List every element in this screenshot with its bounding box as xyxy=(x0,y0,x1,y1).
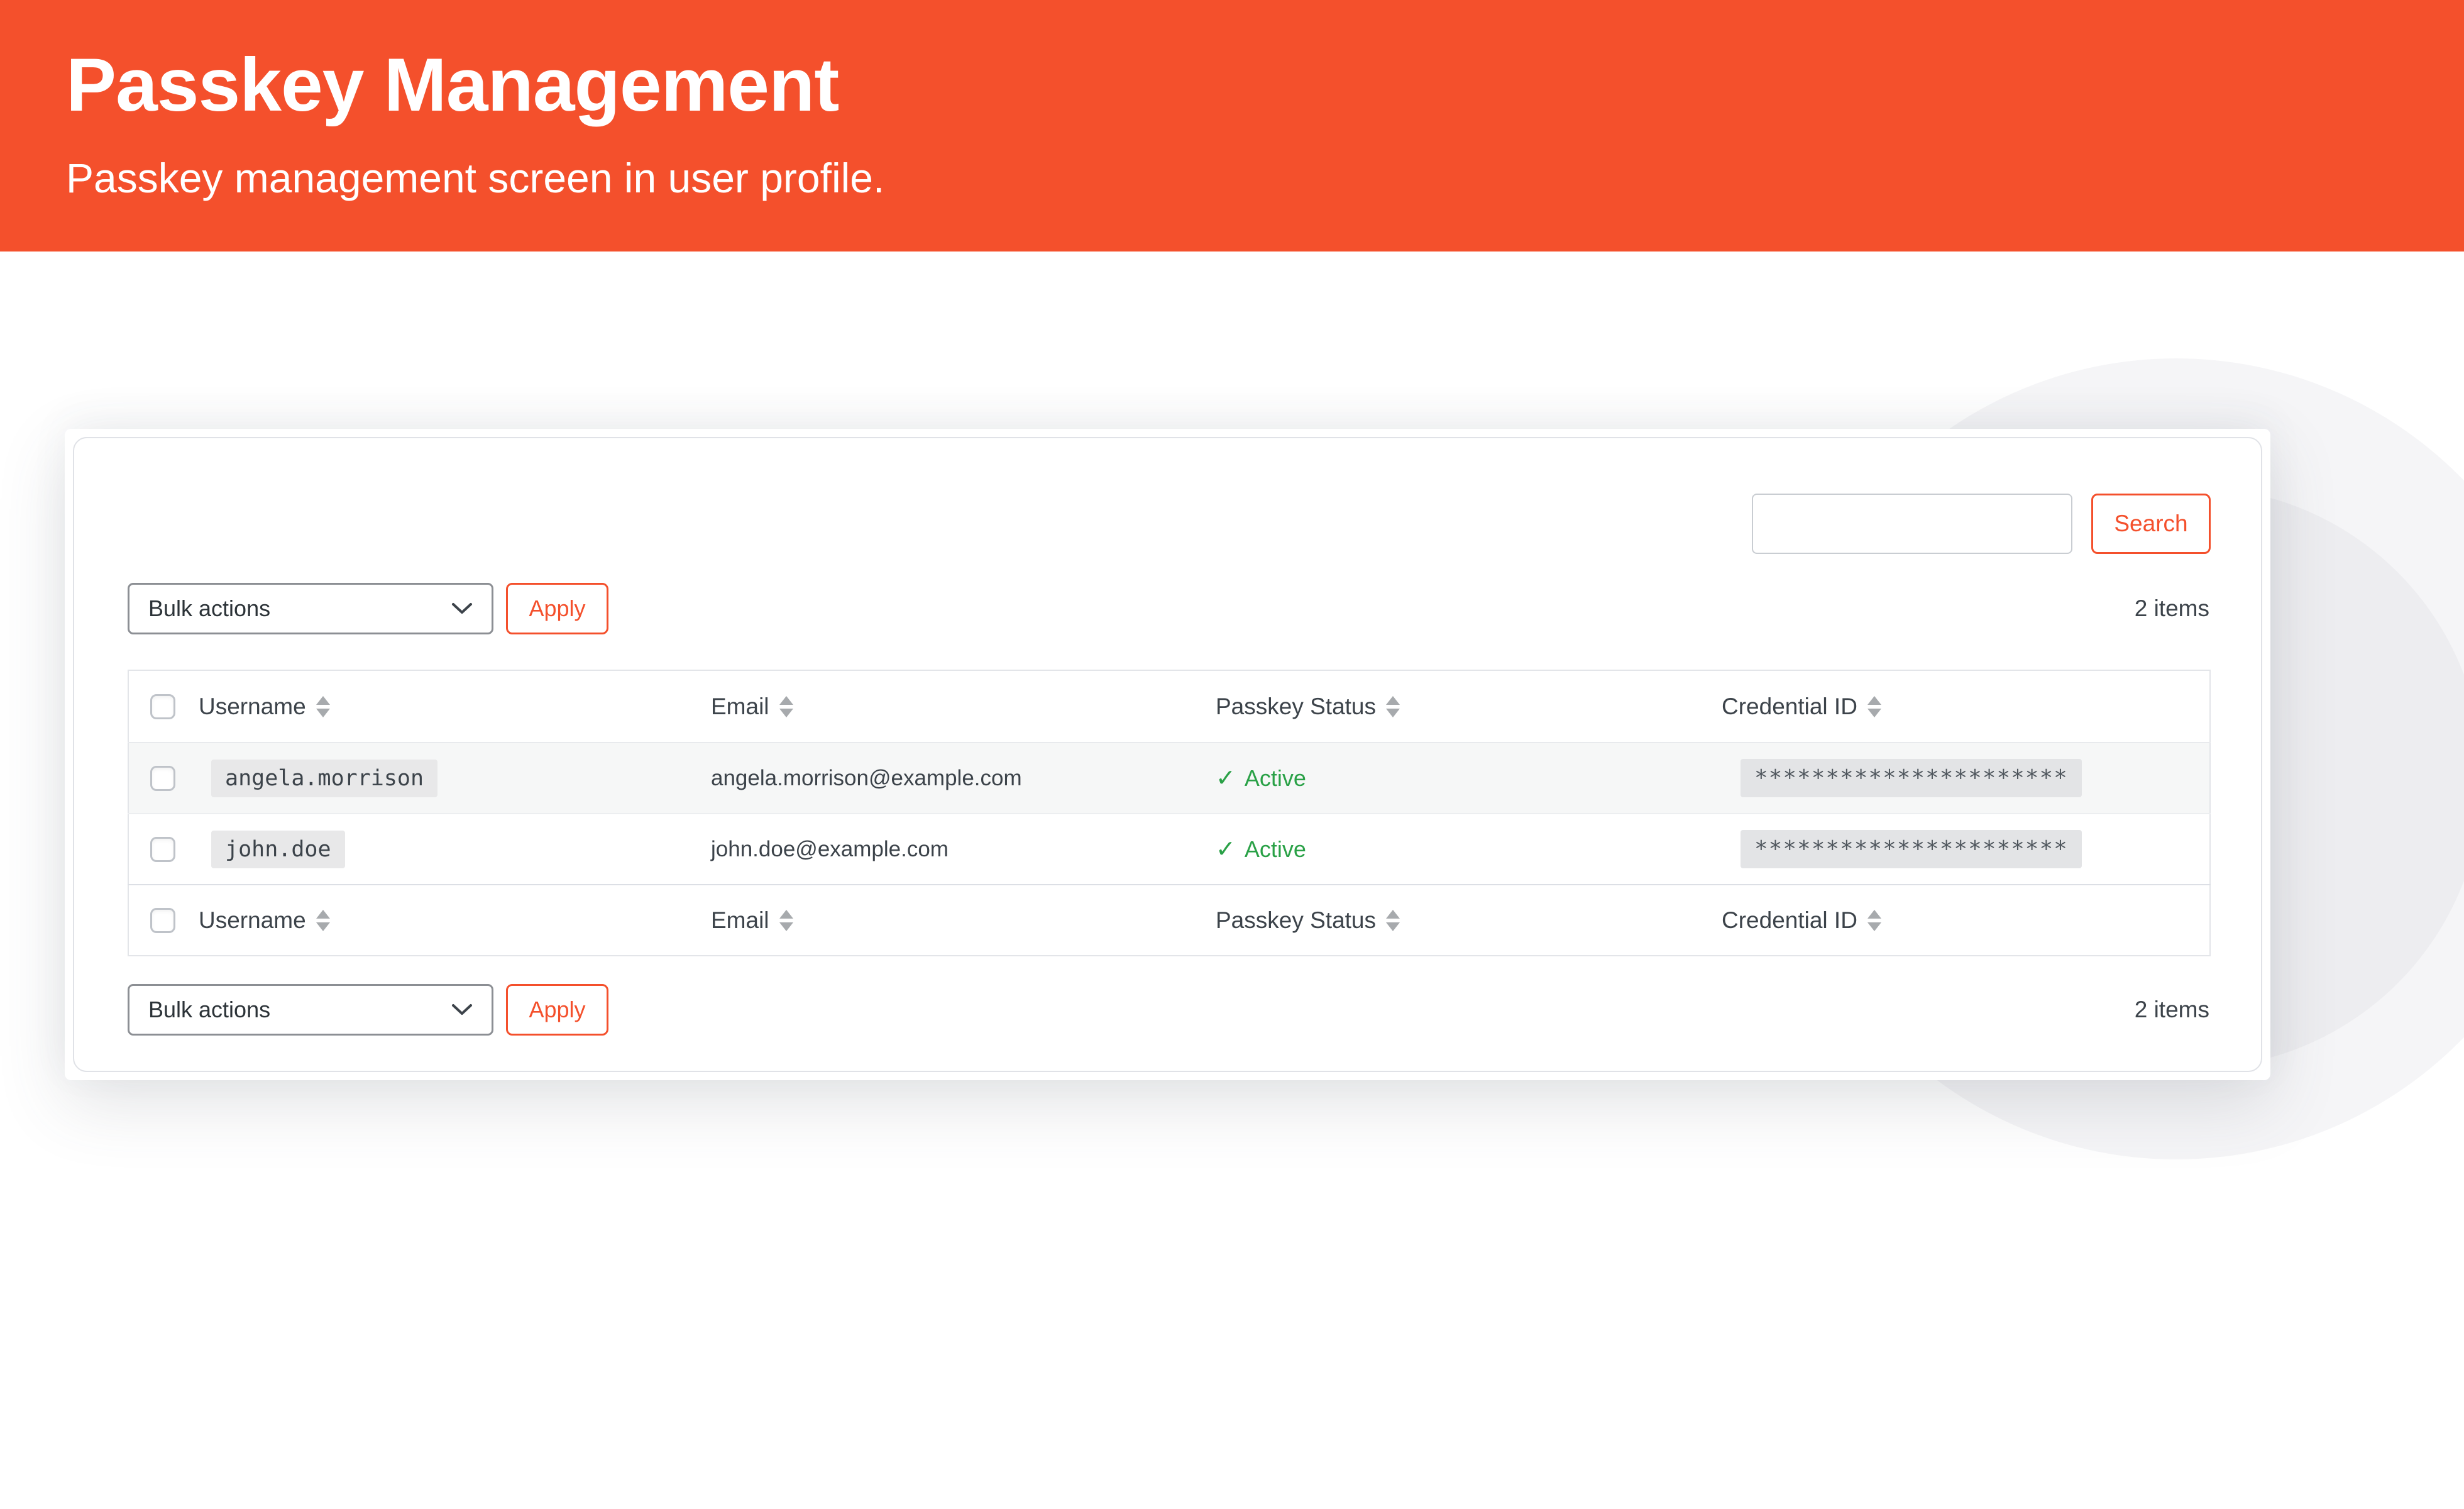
column-label: Email xyxy=(711,693,769,719)
passkey-table-card: Search Bulk actions Apply 2 items xyxy=(73,437,2262,1072)
apply-button[interactable]: Apply xyxy=(506,984,608,1036)
status-text: Active xyxy=(1244,836,1306,862)
username-chip: john.doe xyxy=(211,830,345,868)
bulk-actions-selected-option: Bulk actions xyxy=(148,595,271,621)
apply-button[interactable]: Apply xyxy=(506,583,608,634)
sort-icon xyxy=(1867,909,1881,931)
page-header: Passkey Management Passkey management sc… xyxy=(0,0,2464,252)
column-label: Passkey Status xyxy=(1216,693,1377,719)
column-label: Passkey Status xyxy=(1216,907,1377,933)
column-footer-passkey-status[interactable]: Passkey Status xyxy=(1216,907,1400,934)
column-footer-username[interactable]: Username xyxy=(199,907,330,934)
content-sheet: Search Bulk actions Apply 2 items xyxy=(65,429,2270,1080)
sort-icon xyxy=(316,909,330,931)
bulk-actions-row-bottom: Bulk actions Apply 2 items xyxy=(128,984,2209,1036)
column-label: Credential ID xyxy=(1722,693,1857,719)
table-header-row: Username Email Passkey Status Credential… xyxy=(128,670,2210,743)
column-label: Username xyxy=(199,907,306,933)
select-row-checkbox[interactable] xyxy=(150,765,175,791)
items-count: 2 items xyxy=(2134,595,2209,621)
column-footer-credential-id[interactable]: Credential ID xyxy=(1722,907,1881,934)
select-row-checkbox[interactable] xyxy=(150,836,175,862)
credential-id-chip: ********************** xyxy=(1741,759,2082,797)
sort-icon xyxy=(779,695,793,717)
search-input[interactable] xyxy=(1752,494,2072,554)
column-footer-email[interactable]: Email xyxy=(711,907,793,934)
passkey-status-cell: ✓ Active xyxy=(1216,765,1306,792)
column-header-username[interactable]: Username xyxy=(199,694,330,720)
bulk-actions-select[interactable]: Bulk actions xyxy=(128,583,493,634)
sort-icon xyxy=(1386,695,1400,717)
sort-icon xyxy=(1386,909,1400,931)
bulk-actions-row-top: Bulk actions Apply 2 items xyxy=(128,583,2209,634)
page-title: Passkey Management xyxy=(66,43,839,127)
column-label: Username xyxy=(199,693,306,719)
column-header-passkey-status[interactable]: Passkey Status xyxy=(1216,694,1400,720)
status-text: Active xyxy=(1244,765,1306,791)
table-row: john.doe john.doe@example.com ✓ Active *… xyxy=(128,814,2210,885)
credential-id-chip: ********************** xyxy=(1741,830,2082,868)
chevron-down-icon xyxy=(452,603,472,614)
email-cell: john.doe@example.com xyxy=(711,836,949,861)
passkey-status-cell: ✓ Active xyxy=(1216,836,1306,863)
search-button[interactable]: Search xyxy=(2091,494,2211,554)
page-subtitle: Passkey management screen in user profil… xyxy=(66,155,885,201)
bulk-actions-select[interactable]: Bulk actions xyxy=(128,984,493,1036)
check-icon: ✓ xyxy=(1216,765,1236,792)
column-label: Credential ID xyxy=(1722,907,1857,933)
table-row: angela.morrison angela.morrison@example.… xyxy=(128,743,2210,814)
column-header-email[interactable]: Email xyxy=(711,694,793,720)
chevron-down-icon xyxy=(452,1004,472,1015)
passkeys-table: Username Email Passkey Status Credential… xyxy=(128,670,2211,956)
sort-icon xyxy=(779,909,793,931)
column-label: Email xyxy=(711,907,769,933)
username-chip: angela.morrison xyxy=(211,759,438,797)
items-count: 2 items xyxy=(2134,997,2209,1022)
select-all-checkbox[interactable] xyxy=(150,907,175,933)
bulk-actions-selected-option: Bulk actions xyxy=(148,997,271,1022)
table-footer-row: Username Email Passkey Status Credential… xyxy=(128,885,2210,956)
email-cell: angela.morrison@example.com xyxy=(711,765,1022,790)
column-header-credential-id[interactable]: Credential ID xyxy=(1722,694,1881,720)
sort-icon xyxy=(1867,695,1881,717)
check-icon: ✓ xyxy=(1216,836,1236,863)
sort-icon xyxy=(316,695,330,717)
select-all-checkbox[interactable] xyxy=(150,694,175,719)
